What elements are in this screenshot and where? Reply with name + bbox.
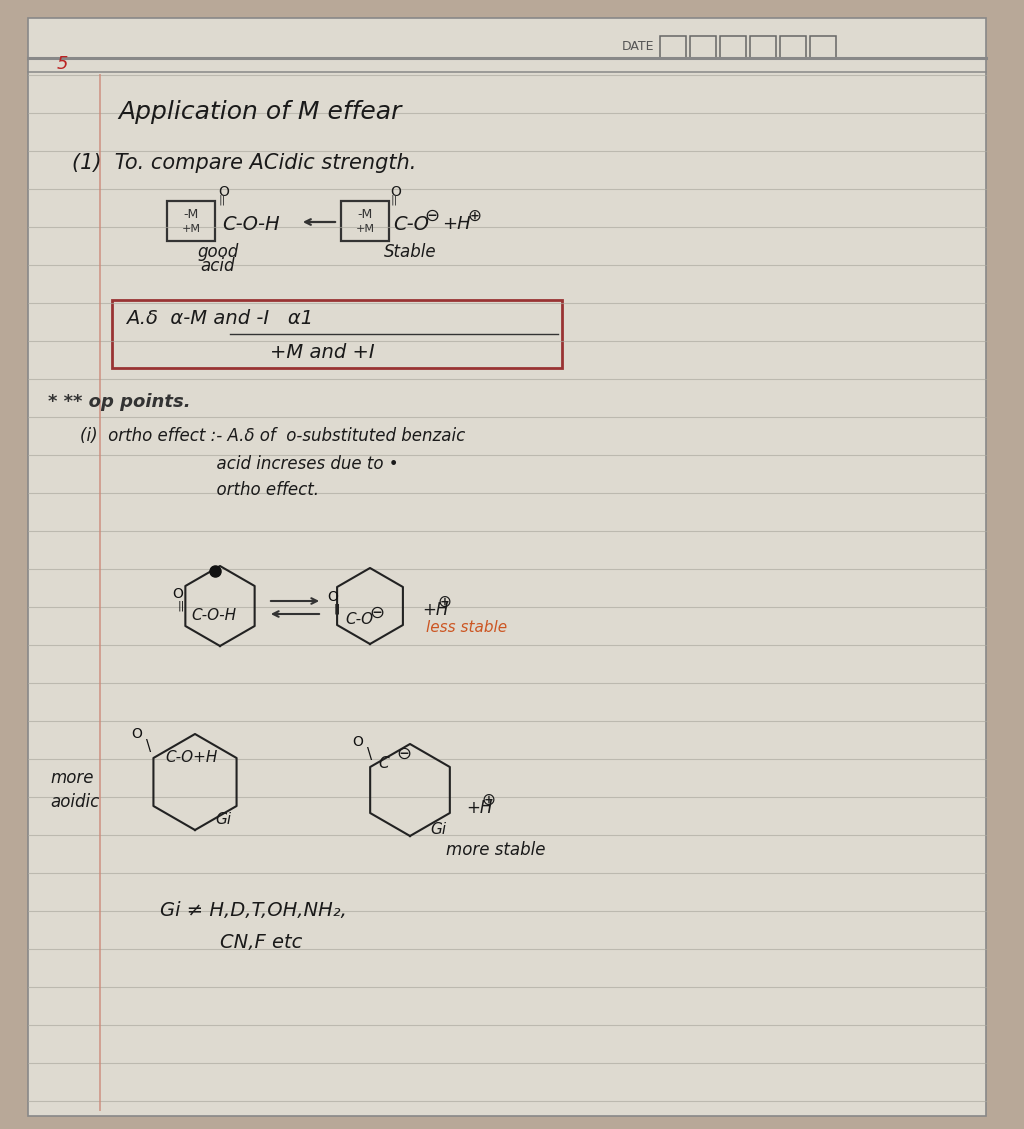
Bar — [690, 36, 716, 58]
Text: CN,F etc: CN,F etc — [220, 933, 302, 952]
Text: O: O — [352, 735, 364, 749]
Text: more
aoidic: more aoidic — [50, 769, 99, 811]
Text: C-O-H: C-O-H — [191, 609, 237, 623]
Text: ⊕: ⊕ — [467, 207, 481, 225]
Text: ||: || — [334, 604, 341, 614]
Text: (1)  To. compare ACidic strength.: (1) To. compare ACidic strength. — [72, 154, 417, 173]
Text: ⊖: ⊖ — [424, 207, 439, 225]
Text: good: good — [198, 243, 239, 261]
Text: more stable: more stable — [446, 841, 546, 859]
Bar — [660, 36, 686, 58]
Text: ⊖: ⊖ — [396, 745, 412, 763]
Text: 5: 5 — [56, 55, 68, 73]
Text: -M: -M — [357, 208, 373, 220]
Bar — [750, 36, 776, 58]
Text: ⊖: ⊖ — [370, 604, 385, 622]
Text: +M and +I: +M and +I — [270, 342, 375, 361]
Text: ||: || — [218, 194, 225, 205]
Text: C-O: C-O — [345, 612, 373, 627]
Text: \: \ — [368, 746, 373, 761]
Text: * ** op points.: * ** op points. — [48, 393, 190, 411]
Bar — [720, 36, 746, 58]
Text: A.δ  α-M and -I   α1: A.δ α-M and -I α1 — [126, 308, 313, 327]
Bar — [810, 36, 836, 58]
Text: (i)  ortho effect :- A.δ of  o-substituted benzaic: (i) ortho effect :- A.δ of o-substituted… — [80, 427, 465, 445]
Text: O: O — [131, 727, 142, 741]
Text: Gi: Gi — [430, 823, 446, 838]
Bar — [780, 36, 806, 58]
Text: C: C — [379, 756, 389, 771]
Text: Gi: Gi — [215, 813, 231, 828]
Text: +H: +H — [466, 799, 493, 817]
Text: O: O — [218, 185, 229, 199]
Text: +M: +M — [181, 224, 201, 234]
Text: ||: || — [178, 601, 185, 611]
Text: less stable: less stable — [426, 621, 507, 636]
Text: +H: +H — [442, 215, 471, 233]
Text: Stable: Stable — [384, 243, 436, 261]
Text: C-O-H: C-O-H — [222, 215, 280, 234]
Text: ⊕: ⊕ — [481, 791, 495, 809]
Text: Gi ≠ H,D,T,OH,NH₂,: Gi ≠ H,D,T,OH,NH₂, — [160, 901, 347, 919]
Text: +H: +H — [422, 601, 449, 619]
Text: \: \ — [146, 738, 152, 753]
Text: DATE: DATE — [622, 41, 654, 53]
Text: C-O: C-O — [393, 215, 429, 234]
Text: Application of M effear: Application of M effear — [118, 100, 401, 124]
Text: ||: || — [390, 194, 397, 205]
Text: -M: -M — [183, 208, 199, 220]
Bar — [112, 300, 562, 368]
Text: C-O+H: C-O+H — [165, 751, 217, 765]
Text: O: O — [390, 185, 401, 199]
Text: acid increses due to •: acid increses due to • — [80, 455, 398, 473]
Text: ⊕: ⊕ — [437, 593, 451, 611]
Text: +M: +M — [355, 224, 375, 234]
Text: ortho effect.: ortho effect. — [80, 481, 319, 499]
Text: acid: acid — [201, 257, 236, 275]
Text: O: O — [172, 587, 183, 601]
Text: O: O — [328, 590, 339, 604]
